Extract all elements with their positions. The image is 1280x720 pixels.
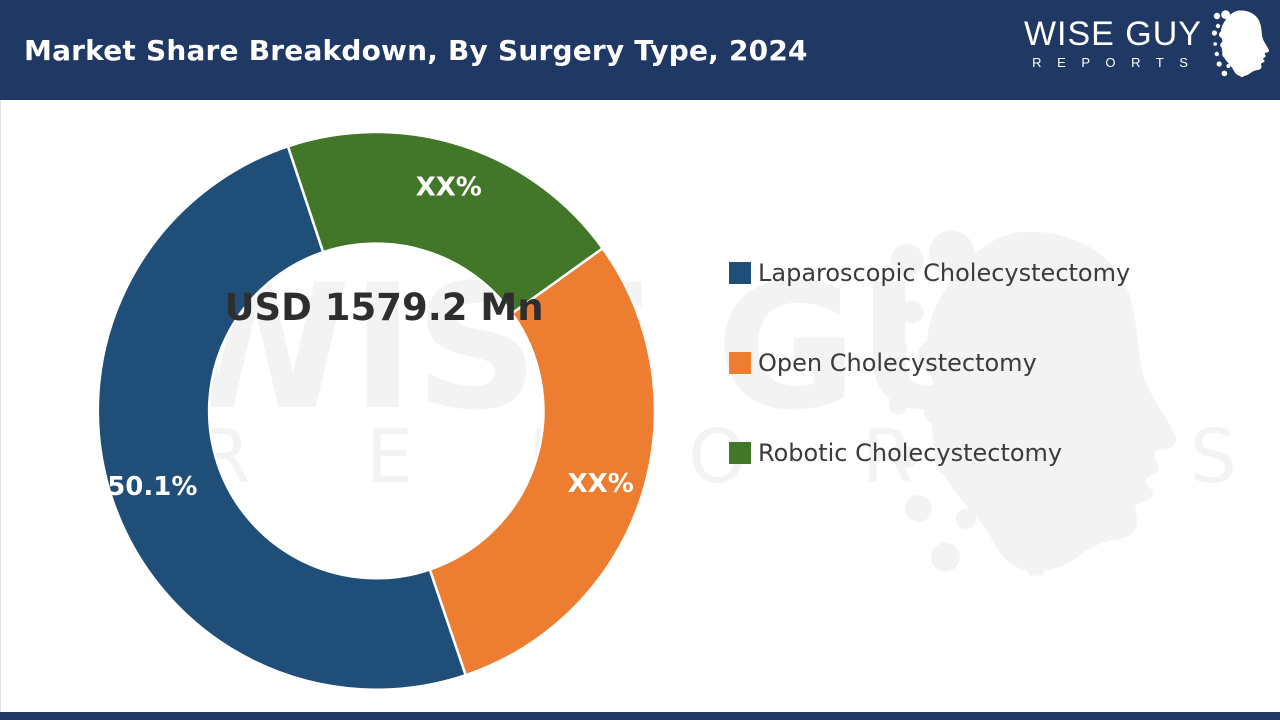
- brand-face-icon: [1210, 8, 1270, 78]
- footer-bar: [0, 712, 1280, 720]
- legend-item: Robotic Cholecystectomy: [729, 439, 1130, 467]
- brand-subtitle: R E P O R T S: [1032, 55, 1194, 70]
- chart-area: WISE GUY R E P O R T S 50.1%XX%XX% USD 1…: [0, 100, 1280, 712]
- legend-swatch: [729, 442, 751, 464]
- legend-label: Open Cholecystectomy: [758, 349, 1037, 377]
- donut-segment: [286, 130, 604, 315]
- donut-chart: 50.1% XX% XX%: [96, 130, 657, 691]
- chart-center-value: USD 1579.2 Mn: [224, 286, 544, 329]
- segment-value-label: XX%: [568, 469, 634, 499]
- segment-value-label: 50.1%: [107, 472, 197, 502]
- brand-logo-text: WISE GUY R E P O R T S: [1024, 17, 1202, 69]
- legend-label: Robotic Cholecystectomy: [758, 439, 1063, 467]
- legend-item: Open Cholecystectomy: [729, 349, 1130, 377]
- legend-item: Laparoscopic Cholecystectomy: [729, 259, 1131, 287]
- brand-logo: WISE GUY R E P O R T S: [1024, 8, 1270, 78]
- header-bar: Market Share Breakdown, By Surgery Type,…: [0, 0, 1280, 100]
- legend-swatch: [729, 262, 751, 284]
- page-title: Market Share Breakdown, By Surgery Type,…: [24, 33, 808, 67]
- legend-label: Laparoscopic Cholecystectomy: [758, 259, 1131, 287]
- chart-legend: Laparoscopic Cholecystectomy Open Cholecy…: [729, 259, 1131, 532]
- legend-swatch: [729, 352, 751, 374]
- brand-name: WISE GUY: [1023, 15, 1202, 53]
- donut-segment: [96, 145, 467, 691]
- segment-value-label: XX%: [416, 173, 482, 203]
- donut-segment: [428, 247, 657, 677]
